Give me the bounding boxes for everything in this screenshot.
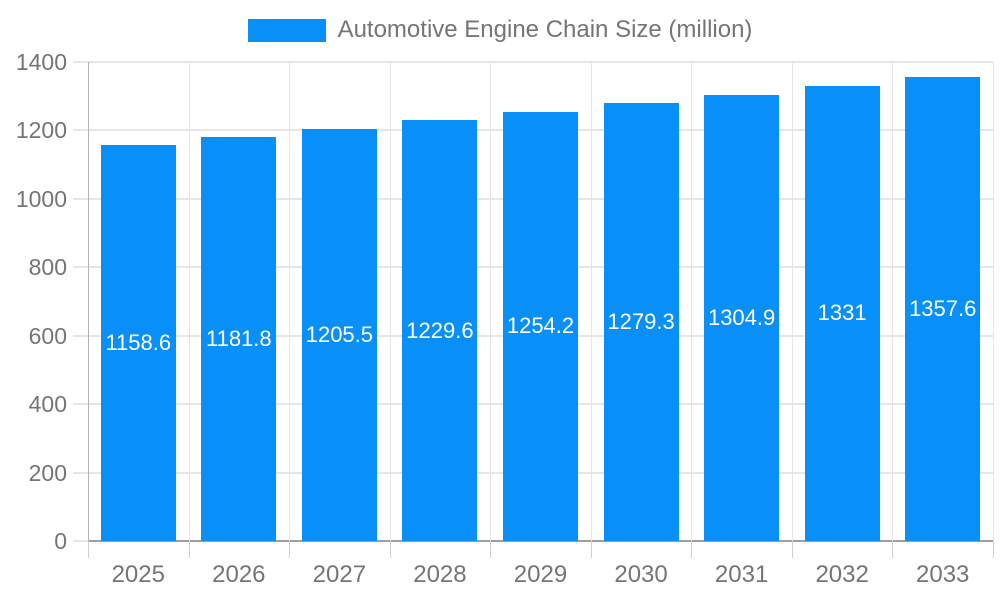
x-axis-tick bbox=[389, 541, 391, 558]
y-axis-tick bbox=[73, 266, 88, 269]
y-axis-label: 800 bbox=[28, 254, 67, 281]
x-axis-label: 2026 bbox=[212, 561, 266, 588]
bar-2031[interactable] bbox=[704, 94, 780, 541]
x-axis-label: 2025 bbox=[111, 561, 165, 588]
y-axis-tick bbox=[73, 129, 88, 132]
x-axis-line bbox=[88, 540, 993, 542]
y-axis-tick bbox=[73, 197, 88, 200]
bar-2025[interactable] bbox=[100, 144, 176, 541]
bar-value-label: 1331 bbox=[817, 300, 867, 326]
bar-2027[interactable] bbox=[301, 128, 377, 541]
y-axis-label: 1200 bbox=[15, 117, 67, 144]
bar-value-label: 1357.6 bbox=[909, 295, 977, 321]
x-axis-label: 2032 bbox=[815, 561, 869, 588]
x-axis-label: 2027 bbox=[312, 561, 367, 588]
bar-2030[interactable] bbox=[603, 103, 679, 541]
y-axis-label: 400 bbox=[28, 391, 67, 418]
legend-label: Automotive Engine Chain Size (million) bbox=[337, 16, 753, 43]
y-axis-label: 600 bbox=[28, 322, 67, 349]
x-gridline bbox=[791, 62, 793, 541]
y-gridline bbox=[88, 61, 993, 63]
bar-2026[interactable] bbox=[201, 136, 277, 541]
bar-value-label: 1181.8 bbox=[206, 325, 272, 351]
x-axis-tick bbox=[993, 541, 994, 558]
y-axis-label: 200 bbox=[28, 459, 67, 486]
x-axis-tick bbox=[490, 541, 492, 558]
bar-value-label: 1254.2 bbox=[506, 313, 575, 339]
bar-value-label: 1229.6 bbox=[406, 317, 474, 343]
y-axis-tick bbox=[73, 403, 88, 406]
bar-2029[interactable] bbox=[503, 111, 578, 541]
x-axis-label: 2030 bbox=[614, 561, 668, 588]
x-gridline bbox=[892, 62, 894, 541]
y-axis-tick bbox=[73, 540, 88, 542]
x-gridline bbox=[389, 62, 391, 541]
bar-2033[interactable] bbox=[905, 76, 981, 541]
x-axis-tick bbox=[892, 541, 894, 558]
x-axis-label: 2029 bbox=[513, 561, 568, 588]
bar-value-label: 1205.5 bbox=[305, 321, 374, 347]
x-axis-tick bbox=[88, 541, 89, 558]
x-gridline bbox=[188, 62, 190, 541]
y-axis-label: 1000 bbox=[15, 185, 67, 212]
x-axis-label: 2028 bbox=[413, 561, 467, 588]
y-axis-line bbox=[88, 62, 89, 541]
x-axis-tick bbox=[289, 541, 291, 558]
bar-2028[interactable] bbox=[402, 120, 478, 541]
x-gridline bbox=[490, 62, 492, 541]
x-gridline bbox=[289, 62, 291, 541]
bar-value-label: 1279.3 bbox=[607, 309, 675, 335]
x-gridline bbox=[691, 62, 693, 541]
legend-color-swatch bbox=[247, 18, 326, 42]
bar-value-label: 1158.6 bbox=[105, 329, 172, 355]
y-axis-tick bbox=[73, 471, 88, 474]
y-axis-tick bbox=[73, 334, 88, 337]
x-gridline bbox=[993, 62, 994, 541]
bar-value-label: 1304.9 bbox=[707, 304, 776, 330]
x-axis-tick bbox=[691, 541, 693, 558]
y-axis-label: 1400 bbox=[15, 49, 67, 75]
x-axis-tick bbox=[590, 541, 592, 558]
y-axis-tick bbox=[73, 61, 88, 63]
x-axis-tick bbox=[188, 541, 190, 558]
x-axis-label: 2033 bbox=[916, 561, 970, 588]
x-axis-label: 2031 bbox=[714, 561, 769, 588]
chart-legend[interactable]: Automotive Engine Chain Size (million) bbox=[0, 16, 1000, 44]
x-gridline bbox=[590, 62, 592, 541]
x-axis-tick bbox=[791, 541, 793, 558]
y-axis-label: 0 bbox=[54, 528, 67, 554]
bar-2032[interactable] bbox=[804, 85, 880, 541]
